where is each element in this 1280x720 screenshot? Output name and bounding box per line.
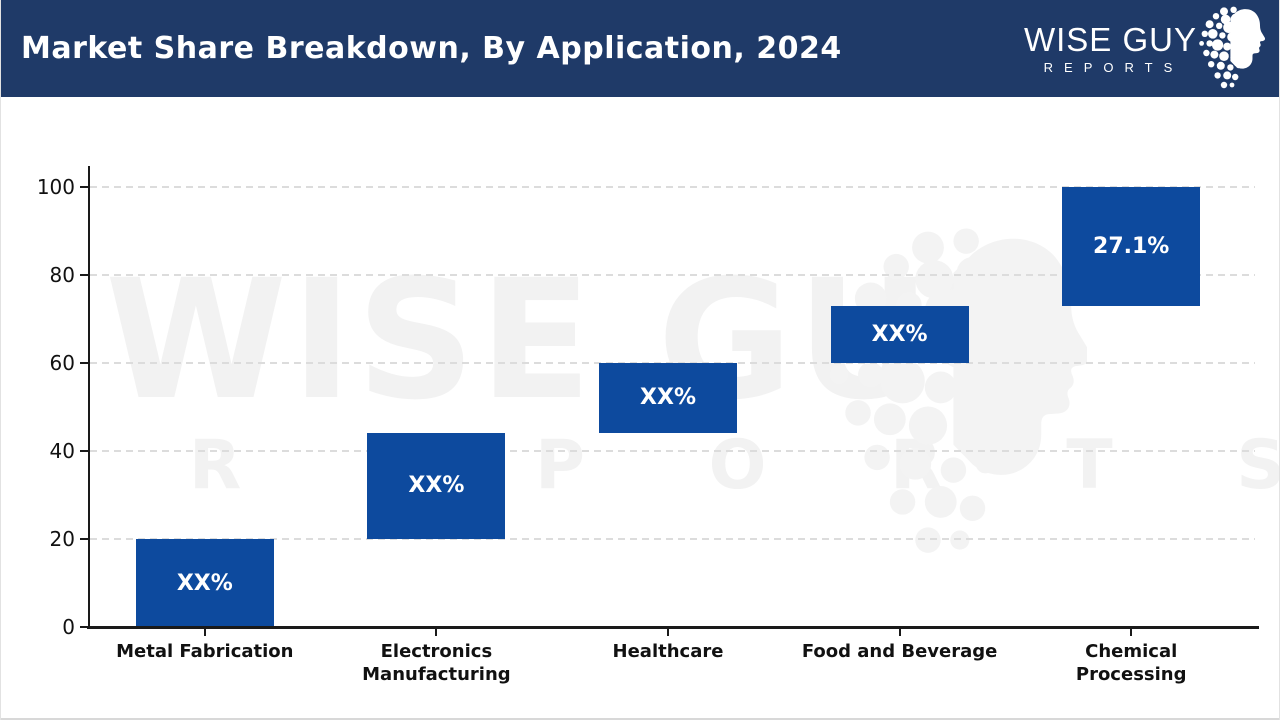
y-axis-line	[88, 166, 90, 629]
bar-food-and-beverage: XX%	[830, 306, 969, 363]
bar-chemical-processing: 27.1%	[1062, 187, 1201, 307]
bar-value-label-chemical-processing: 27.1%	[1093, 234, 1170, 260]
bar-value-label-electronics-manufacturing: XX%	[408, 473, 465, 499]
gridline-100	[90, 186, 1255, 188]
y-tick-mark-60	[80, 362, 88, 364]
x-category-label-line: Processing	[1075, 664, 1187, 685]
x-category-label-line: Chemical	[1085, 641, 1178, 662]
bar-value-label-food-and-beverage: XX%	[871, 322, 928, 348]
x-axis-line	[87, 626, 1259, 629]
x-tick-mark-metal-fabrication	[203, 629, 206, 636]
brand-name: WISE GUY	[1023, 20, 1197, 58]
x-category-label-healthcare: Healthcare	[548, 640, 788, 663]
x-category-label-line: Manufacturing	[362, 664, 511, 685]
bar-electronics-manufacturing: XX%	[367, 432, 506, 539]
brand-subname: REPORTS	[1043, 59, 1184, 75]
bar-healthcare: XX%	[599, 363, 737, 433]
x-category-label-line: Electronics	[380, 641, 493, 662]
x-category-label-food-and-beverage: Food and Beverage	[780, 640, 1020, 663]
x-category-label-line: Metal Fabrication	[116, 641, 294, 662]
brand-logo: WISE GUY REPORTS	[1024, 5, 1265, 93]
x-category-label-chemical-processing: Chemical Processing	[1011, 640, 1251, 686]
y-tick-mark-0	[80, 626, 88, 628]
bar-value-label-healthcare: XX%	[640, 385, 696, 411]
footer-divider	[1, 718, 1279, 720]
gridline-40	[90, 450, 1255, 452]
header-bar: Market Share Breakdown, By Application, …	[1, 0, 1279, 97]
y-tick-label-40: 40	[49, 439, 75, 463]
y-tick-label-0: 0	[62, 615, 75, 639]
brand-logo-text: WISE GUY REPORTS	[1024, 23, 1197, 75]
bar-metal-fabrication: XX%	[135, 539, 274, 627]
y-tick-mark-80	[80, 274, 88, 276]
x-tick-mark-chemical-processing	[1130, 629, 1133, 636]
y-tick-label-60: 60	[49, 351, 75, 375]
x-tick-mark-food-and-beverage	[898, 629, 901, 636]
y-tick-mark-20	[80, 538, 88, 540]
x-tick-mark-healthcare	[667, 629, 669, 636]
x-category-label-electronics-manufacturing: Electronics Manufacturing	[316, 640, 556, 686]
y-tick-label-20: 20	[49, 527, 75, 551]
gridline-80	[90, 274, 1255, 276]
x-category-label-line: Food and Beverage	[801, 641, 998, 662]
y-tick-label-80: 80	[49, 263, 75, 287]
x-tick-mark-electronics-manufacturing	[435, 629, 438, 636]
gridline-20	[90, 538, 1255, 540]
x-category-label-metal-fabrication: Metal Fabrication	[85, 640, 325, 663]
y-tick-mark-40	[80, 450, 88, 452]
y-tick-label-100: 100	[36, 175, 75, 199]
bar-value-label-metal-fabrication: XX%	[176, 570, 233, 596]
page-title: Market Share Breakdown, By Application, …	[21, 31, 842, 66]
y-tick-mark-100	[80, 186, 88, 188]
x-category-label-line: Healthcare	[612, 641, 724, 662]
